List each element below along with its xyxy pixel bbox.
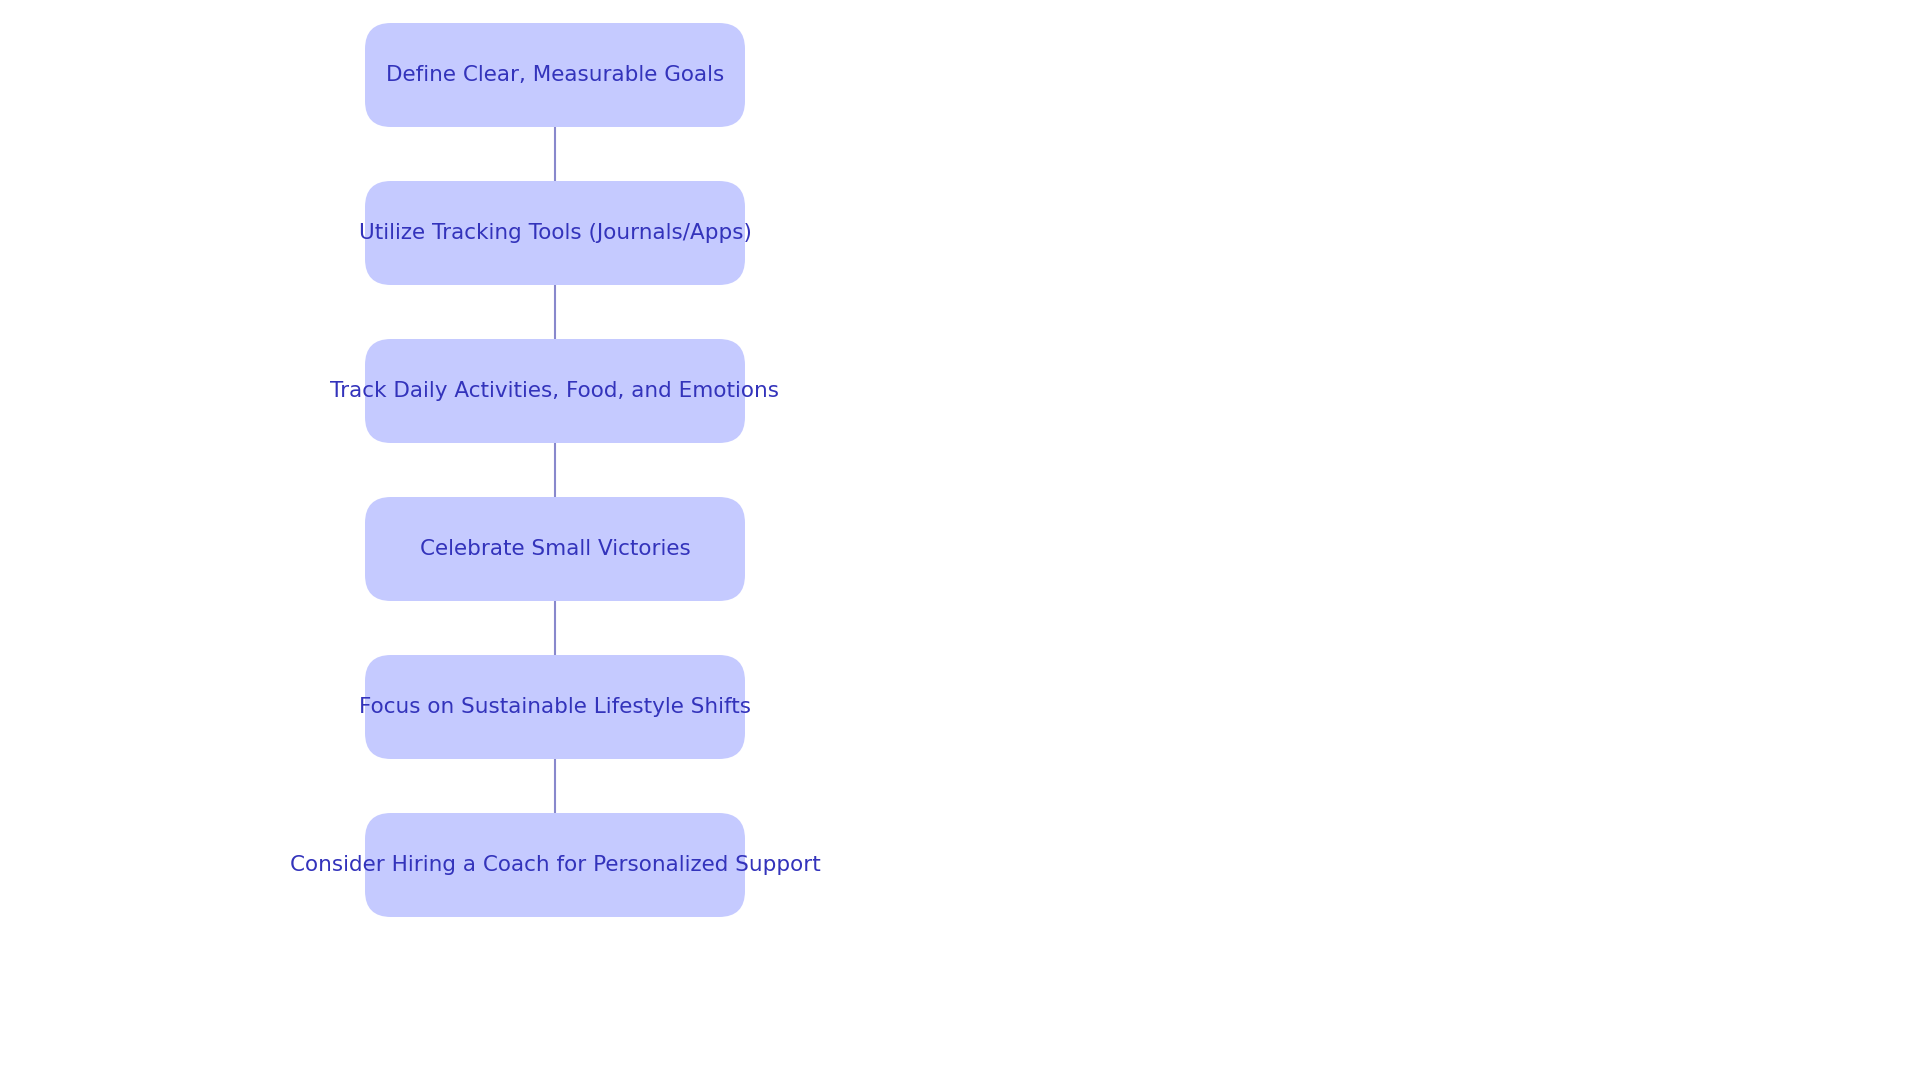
FancyBboxPatch shape: [365, 181, 745, 285]
FancyBboxPatch shape: [365, 497, 745, 601]
Text: Utilize Tracking Tools (Journals/Apps): Utilize Tracking Tools (Journals/Apps): [359, 223, 751, 243]
FancyBboxPatch shape: [365, 339, 745, 443]
Text: Consider Hiring a Coach for Personalized Support: Consider Hiring a Coach for Personalized…: [290, 854, 820, 875]
Text: Track Daily Activities, Food, and Emotions: Track Daily Activities, Food, and Emotio…: [330, 381, 780, 401]
Text: Celebrate Small Victories: Celebrate Small Victories: [420, 539, 691, 559]
FancyBboxPatch shape: [365, 23, 745, 127]
Text: Focus on Sustainable Lifestyle Shifts: Focus on Sustainable Lifestyle Shifts: [359, 697, 751, 717]
FancyBboxPatch shape: [365, 813, 745, 917]
FancyBboxPatch shape: [365, 655, 745, 759]
Text: Define Clear, Measurable Goals: Define Clear, Measurable Goals: [386, 65, 724, 84]
